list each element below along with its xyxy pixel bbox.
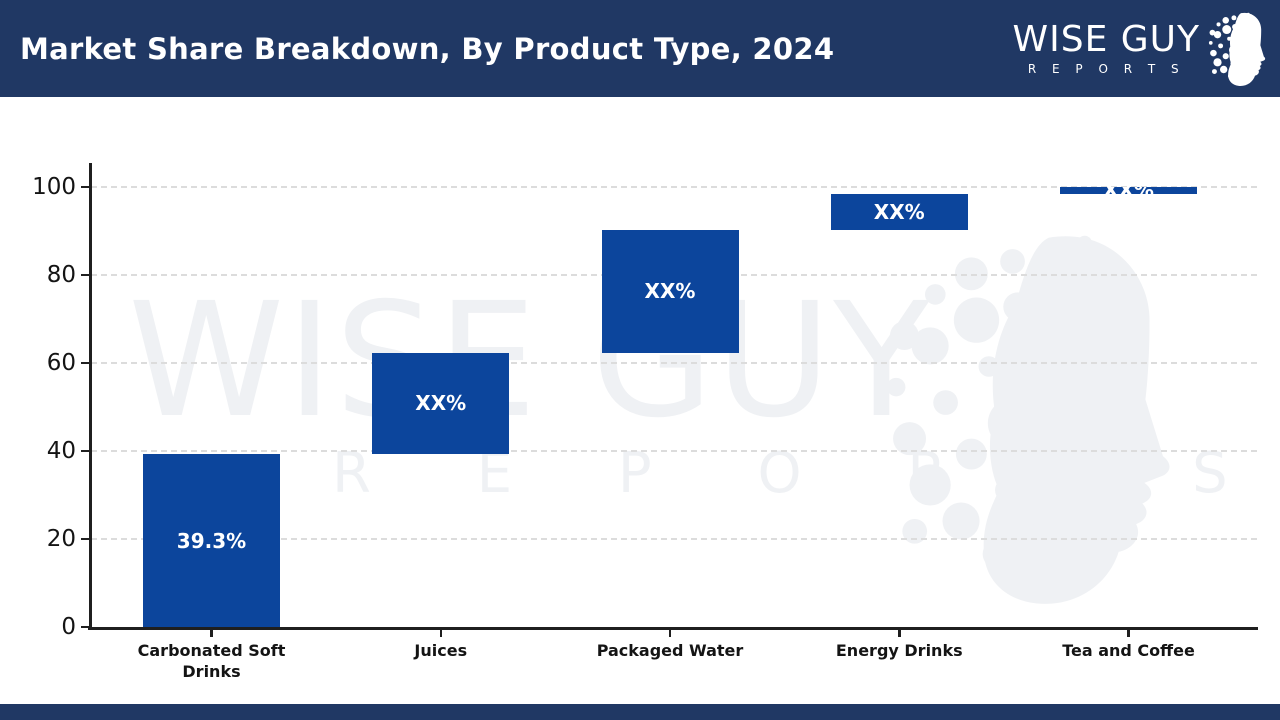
x-axis-line xyxy=(88,627,1258,630)
gridline-60 xyxy=(91,362,1257,364)
y-axis-line xyxy=(89,163,92,629)
y-tick xyxy=(81,449,89,453)
bar-value-label: XX% xyxy=(873,199,925,224)
watermark-text-wiseguy: WISE GUY xyxy=(128,269,932,453)
footer-band xyxy=(0,704,1280,720)
gridline-20 xyxy=(91,538,1257,540)
y-axis-tick-label: 60 xyxy=(46,350,76,376)
x-axis-category-label: Tea and Coffee xyxy=(1062,641,1195,660)
x-tick xyxy=(439,630,442,637)
bar-energy-drinks: XX% xyxy=(830,193,968,231)
bar-packaged-water: XX% xyxy=(601,230,739,353)
y-tick xyxy=(81,273,89,277)
y-axis-tick-label: 20 xyxy=(46,526,76,552)
x-axis-category-label: Packaged Water xyxy=(596,641,744,660)
logo-text: WISE GUY R E P O R T S xyxy=(1012,18,1201,76)
y-axis-tick-label: 0 xyxy=(61,614,76,640)
y-tick xyxy=(81,625,89,629)
bar-value-label: XX% xyxy=(1103,187,1154,194)
x-axis-category-label: Carbonated Soft Drinks xyxy=(137,641,286,681)
x-tick xyxy=(210,630,213,637)
chart-title: Market Share Breakdown, By Product Type,… xyxy=(20,31,835,66)
x-tick xyxy=(898,630,901,637)
bar-tea-and-coffee: XX% xyxy=(1060,187,1197,194)
y-tick xyxy=(81,361,89,365)
logo-face-icon xyxy=(1208,12,1266,86)
x-tick xyxy=(668,630,672,637)
y-axis-tick-label: 80 xyxy=(46,262,76,288)
logo-wiseguy-label: WISE GUY xyxy=(1012,18,1200,60)
bar-value-label: XX% xyxy=(415,391,467,416)
wise-guy-reports-logo: WISE GUY R E P O R T S xyxy=(1013,8,1269,90)
gridline-100 xyxy=(91,186,1257,188)
x-axis-category-label: Energy Drinks xyxy=(835,641,963,660)
bar-value-label: XX% xyxy=(644,279,696,304)
y-axis-tick-label: 100 xyxy=(32,174,76,200)
logo-reports-label: R E P O R T S xyxy=(1027,61,1185,76)
y-axis-tick-label: 40 xyxy=(46,438,76,464)
y-tick xyxy=(81,185,89,189)
x-axis-category-label: Juices xyxy=(414,641,468,660)
y-tick xyxy=(81,537,89,541)
bar-value-label: 39.3% xyxy=(176,528,247,553)
x-tick xyxy=(1127,630,1130,637)
gridline-40 xyxy=(91,450,1257,452)
bar-juices: XX% xyxy=(372,352,510,455)
bar-carbonated-soft-drinks: 39.3% xyxy=(143,454,280,627)
header-band: Market Share Breakdown, By Product Type,… xyxy=(0,0,1280,97)
